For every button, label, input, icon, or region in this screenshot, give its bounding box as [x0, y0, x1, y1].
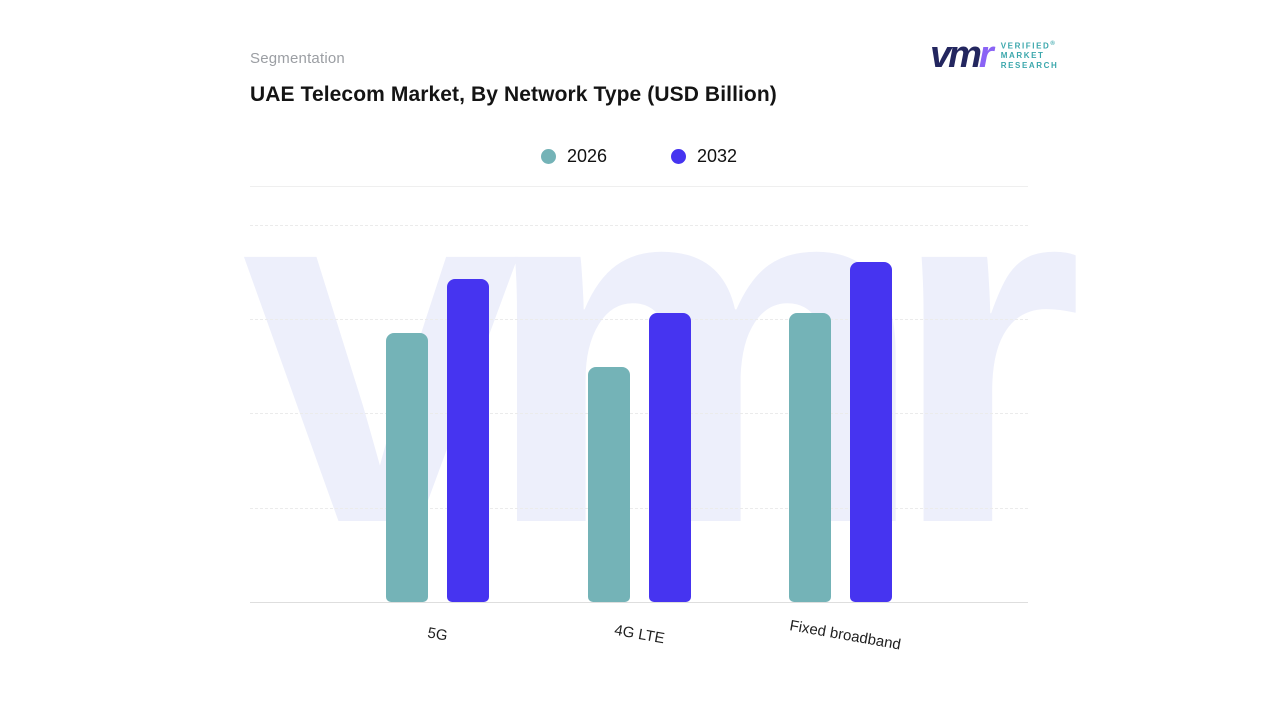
segmentation-label: Segmentation [250, 50, 345, 67]
gridline [250, 413, 1028, 414]
vmr-logo-mark-icon: vmr [930, 34, 994, 76]
gridline [250, 508, 1028, 509]
legend-divider-line [250, 186, 1028, 187]
registered-mark: ® [1050, 40, 1057, 47]
legend-label-2026: 2026 [566, 146, 607, 166]
x-axis-baseline [250, 602, 1028, 603]
legend-label-2032: 2032 [697, 146, 738, 166]
bar-2032-4g-lte [649, 313, 691, 602]
bar-group-4g-lte [588, 313, 691, 602]
vmr-logo-text: VERIFIED® MARKET RESEARCH [1000, 40, 1059, 71]
bar-group-5g [386, 279, 489, 602]
vmr-logo: vmr VERIFIED® MARKET RESEARCH [930, 36, 1058, 74]
bar-2026-fixed-broadband [789, 313, 831, 602]
plot-area: vmr 5G 4G LTE Fixed broadband [242, 98, 1083, 654]
bar-group-fixed-broadband [789, 262, 892, 602]
legend-dot-2032 [671, 149, 686, 164]
legend-item-2032: 2032 [671, 146, 737, 167]
category-label-5g: 5G [426, 624, 449, 645]
category-label-fixed-broadband: Fixed broadband [788, 617, 903, 654]
gridline [250, 225, 1028, 226]
bar-2026-5g [386, 333, 428, 602]
page-title: UAE Telecom Market, By Network Type (USD… [250, 83, 777, 106]
gridline [250, 319, 1028, 320]
bar-2032-fixed-broadband [850, 262, 892, 602]
legend-dot-2026 [540, 149, 556, 164]
category-label-4g-lte: 4G LTE [613, 621, 666, 648]
bar-2026-4g-lte [588, 367, 630, 602]
legend: 2026 2032 [250, 146, 1028, 167]
bar-2032-5g [447, 279, 489, 602]
legend-item-2026: 2026 [540, 146, 607, 167]
